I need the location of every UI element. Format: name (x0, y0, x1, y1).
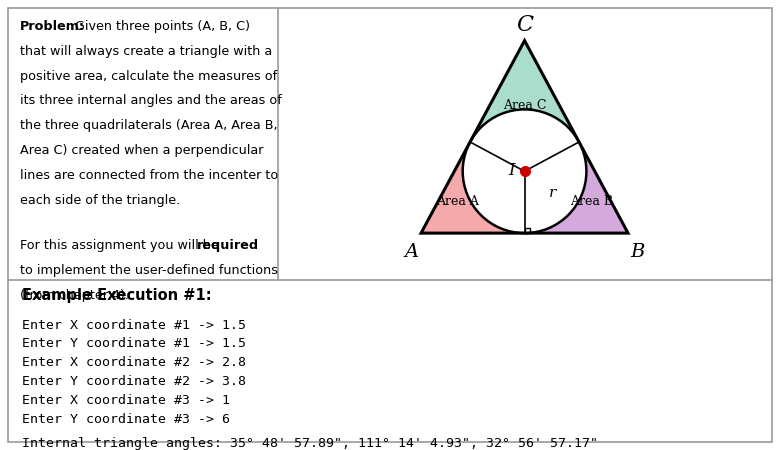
Text: Enter X coordinate #1 -> 1.5: Enter X coordinate #1 -> 1.5 (23, 319, 246, 332)
Polygon shape (421, 142, 524, 233)
Text: its three internal angles and the areas of: its three internal angles and the areas … (20, 94, 282, 108)
Text: Given three points (A, B, C): Given three points (A, B, C) (67, 20, 250, 33)
Text: Enter Y coordinate #2 -> 3.8: Enter Y coordinate #2 -> 3.8 (23, 375, 246, 388)
Text: B: B (630, 243, 645, 261)
Text: Example Execution #1:: Example Execution #1: (23, 288, 212, 303)
Text: Enter X coordinate #2 -> 2.8: Enter X coordinate #2 -> 2.8 (23, 356, 246, 369)
Polygon shape (470, 40, 579, 171)
Text: to implement the user-defined functions: to implement the user-defined functions (20, 264, 278, 277)
Text: required: required (197, 239, 259, 252)
Text: each side of the triangle.: each side of the triangle. (20, 194, 180, 207)
Text: Enter Y coordinate #1 -> 1.5: Enter Y coordinate #1 -> 1.5 (23, 338, 246, 351)
Text: Internal triangle angles: 35° 48' 57.89", 111° 14' 4.93", 32° 56' 57.17": Internal triangle angles: 35° 48' 57.89"… (23, 436, 598, 450)
Text: Problem:: Problem: (20, 20, 85, 33)
Text: lines are connected from the incenter to: lines are connected from the incenter to (20, 169, 278, 182)
Text: the three quadrilaterals (Area A, Area B,: the three quadrilaterals (Area A, Area B… (20, 119, 278, 132)
Text: positive area, calculate the measures of: positive area, calculate the measures of (20, 69, 277, 82)
Text: For this assignment you will be: For this assignment you will be (20, 239, 223, 252)
Text: C: C (516, 14, 533, 36)
Text: r: r (549, 186, 556, 200)
Text: I: I (508, 162, 515, 179)
Polygon shape (524, 142, 628, 233)
Text: A: A (404, 243, 419, 261)
Circle shape (463, 109, 587, 233)
Text: (from chapter 4).: (from chapter 4). (20, 288, 129, 302)
Text: Enter Y coordinate #3 -> 6: Enter Y coordinate #3 -> 6 (23, 413, 230, 426)
Text: Area C: Area C (503, 99, 546, 112)
Text: Area C) created when a perpendicular: Area C) created when a perpendicular (20, 144, 264, 157)
Text: Area B: Area B (570, 195, 614, 208)
Text: that will always create a triangle with a: that will always create a triangle with … (20, 45, 272, 58)
Text: Enter X coordinate #3 -> 1: Enter X coordinate #3 -> 1 (23, 394, 230, 407)
Text: Area A: Area A (436, 195, 479, 208)
